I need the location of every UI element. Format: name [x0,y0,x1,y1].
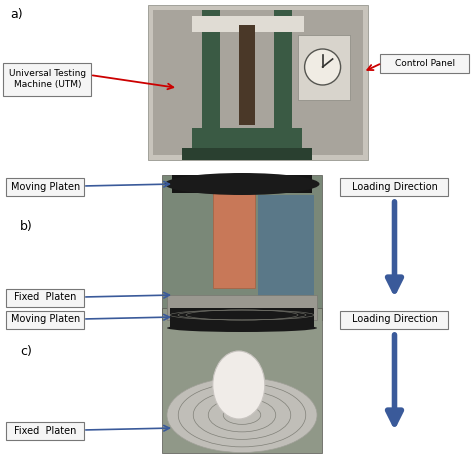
Bar [258,195,314,300]
Ellipse shape [164,173,319,195]
Bar [162,308,322,453]
Bar [192,128,302,150]
Bar [162,175,322,320]
FancyBboxPatch shape [7,421,84,440]
Ellipse shape [213,351,265,419]
Text: Fixed  Platen: Fixed Platen [14,425,77,436]
FancyBboxPatch shape [340,178,448,196]
FancyBboxPatch shape [381,54,470,72]
Text: a): a) [10,8,23,21]
FancyBboxPatch shape [340,311,448,328]
Bar [167,295,317,320]
Text: Universal Testing
Machine (UTM): Universal Testing Machine (UTM) [9,69,86,89]
Bar [298,35,350,100]
Bar [153,10,363,155]
Ellipse shape [167,377,317,453]
Text: Control Panel: Control Panel [395,59,455,67]
Bar [213,193,255,288]
Bar [239,25,255,125]
Text: Moving Platen: Moving Platen [11,181,80,191]
Circle shape [305,49,341,85]
Text: Loading Direction: Loading Direction [352,315,438,325]
Bar [148,5,368,160]
Bar [192,16,304,32]
Text: Loading Direction: Loading Direction [352,181,438,191]
Text: Fixed  Platen: Fixed Platen [14,293,77,302]
FancyBboxPatch shape [7,178,84,196]
Bar [182,148,312,160]
Bar [274,10,292,130]
FancyBboxPatch shape [3,62,91,96]
Bar [202,10,220,130]
FancyBboxPatch shape [7,311,84,328]
Text: c): c) [20,345,32,358]
FancyBboxPatch shape [7,289,84,306]
Bar [170,308,314,328]
Ellipse shape [167,324,317,332]
Bar [172,175,312,193]
Text: b): b) [20,220,33,233]
Text: Moving Platen: Moving Platen [11,315,80,325]
